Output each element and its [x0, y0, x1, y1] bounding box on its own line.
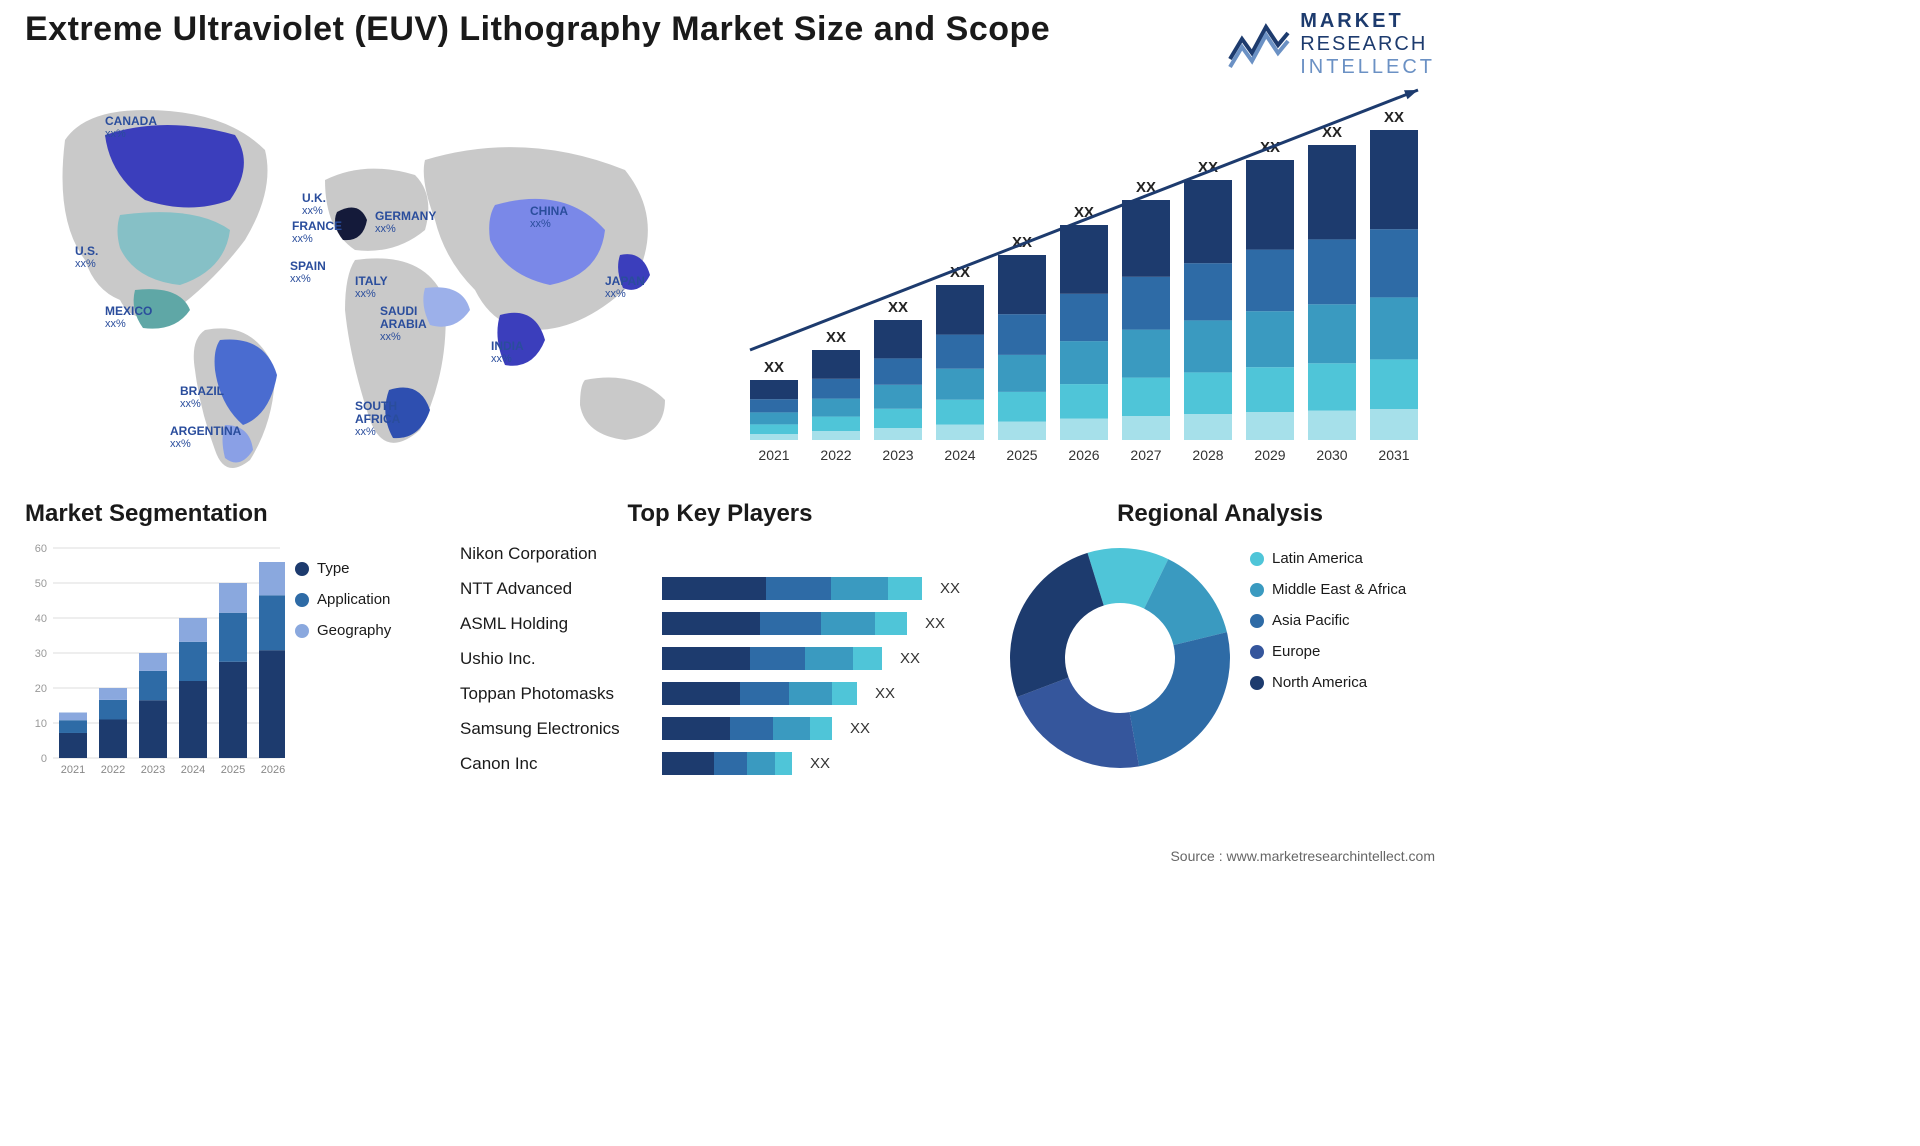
- logo-line1: MARKET: [1300, 10, 1435, 33]
- segmentation-chart: 0 10 20 30 40 50 60 2021 2022 2023 2024 2025 2026: [25, 528, 285, 788]
- svg-text:XX: XX: [888, 299, 908, 316]
- svg-text:10: 10: [35, 718, 47, 730]
- svg-text:2024: 2024: [944, 447, 975, 463]
- growth-stacked-bar-chart: XX2021XX2022XX2023XX2024XX2025XX2026XX20…: [730, 80, 1430, 480]
- player-label: NTT Advanced: [460, 579, 650, 599]
- regional-title: Regional Analysis: [1000, 500, 1440, 528]
- country-label: U.K.xx%: [302, 192, 326, 217]
- svg-text:2022: 2022: [820, 447, 851, 463]
- brand-logo: MARKET RESEARCH INTELLECT: [1228, 10, 1435, 79]
- logo-icon: [1228, 19, 1290, 71]
- svg-text:60: 60: [35, 543, 47, 555]
- legend-item: North America: [1250, 674, 1406, 691]
- player-row: Canon Inc XX: [460, 746, 980, 781]
- legend-item: Asia Pacific: [1250, 612, 1406, 629]
- player-value: XX: [925, 615, 945, 632]
- player-row: Ushio Inc. XX: [460, 641, 980, 676]
- key-players-title: Top Key Players: [460, 500, 980, 528]
- country-label: JAPANxx%: [605, 275, 645, 300]
- svg-text:2026: 2026: [1068, 447, 1099, 463]
- player-bar: [662, 752, 792, 775]
- country-label: INDIAxx%: [491, 340, 524, 365]
- segmentation-title: Market Segmentation: [25, 500, 445, 528]
- country-label: SOUTHAFRICAxx%: [355, 400, 400, 438]
- regional-panel: Regional Analysis Latin America Middle Ea…: [1000, 500, 1440, 783]
- segmentation-legend: Type Application Geography: [295, 560, 391, 653]
- logo-line2: RESEARCH: [1300, 33, 1435, 56]
- player-label: Samsung Electronics: [460, 719, 650, 739]
- svg-text:2021: 2021: [758, 447, 789, 463]
- svg-text:30: 30: [35, 648, 47, 660]
- legend-item: Type: [295, 560, 391, 577]
- svg-text:2025: 2025: [1006, 447, 1037, 463]
- svg-text:2023: 2023: [141, 764, 165, 776]
- player-label: ASML Holding: [460, 614, 650, 634]
- svg-text:2028: 2028: [1192, 447, 1223, 463]
- svg-text:2026: 2026: [261, 764, 285, 776]
- svg-text:XX: XX: [764, 359, 784, 376]
- svg-text:20: 20: [35, 683, 47, 695]
- legend-item: Geography: [295, 622, 391, 639]
- growth-chart-panel: XX2021XX2022XX2023XX2024XX2025XX2026XX20…: [730, 80, 1430, 480]
- svg-text:2021: 2021: [61, 764, 85, 776]
- page-title: Extreme Ultraviolet (EUV) Lithography Ma…: [25, 10, 1050, 49]
- player-value: XX: [900, 650, 920, 667]
- player-row: Nikon Corporation: [460, 536, 980, 571]
- legend-item: Application: [295, 591, 391, 608]
- svg-text:2027: 2027: [1130, 447, 1161, 463]
- player-label: Toppan Photomasks: [460, 684, 650, 704]
- svg-text:XX: XX: [826, 329, 846, 346]
- player-value: XX: [850, 720, 870, 737]
- country-label: CANADAxx%: [105, 115, 157, 140]
- player-bar: [662, 682, 857, 705]
- country-label: MEXICOxx%: [105, 305, 152, 330]
- regional-legend: Latin America Middle East & Africa Asia Pa…: [1250, 550, 1406, 705]
- player-row: NTT Advanced XX: [460, 571, 980, 606]
- player-value: XX: [810, 755, 830, 772]
- svg-text:2025: 2025: [221, 764, 245, 776]
- legend-item: Europe: [1250, 643, 1406, 660]
- logo-line3: INTELLECT: [1300, 56, 1435, 79]
- source-text: Source : www.marketresearchintellect.com: [1170, 848, 1435, 864]
- player-row: Samsung Electronics XX: [460, 711, 980, 746]
- legend-item: Latin America: [1250, 550, 1406, 567]
- legend-item: Middle East & Africa: [1250, 581, 1406, 598]
- player-bar: [662, 647, 882, 670]
- key-players-list: Nikon CorporationNTT AdvancedXXASML Hold…: [460, 536, 980, 781]
- country-label: ARGENTINAxx%: [170, 425, 241, 450]
- country-label: FRANCExx%: [292, 220, 342, 245]
- country-label: BRAZILxx%: [180, 385, 224, 410]
- svg-text:2022: 2022: [101, 764, 125, 776]
- player-row: Toppan Photomasks XX: [460, 676, 980, 711]
- svg-text:50: 50: [35, 578, 47, 590]
- key-players-panel: Top Key Players Nikon Corporation NTT Adv…: [460, 500, 980, 781]
- country-label: ITALYxx%: [355, 275, 388, 300]
- svg-text:2031: 2031: [1378, 447, 1409, 463]
- svg-text:2030: 2030: [1316, 447, 1347, 463]
- player-bar: [662, 612, 907, 635]
- player-label: Canon Inc: [460, 754, 650, 774]
- segmentation-panel: Market Segmentation 0 10 20 30 40 50 60 2021 202…: [25, 500, 445, 793]
- world-map-panel: CANADAxx% U.S.xx% MEXICOxx% BRAZILxx% ARGENT…: [25, 80, 705, 480]
- svg-text:2024: 2024: [181, 764, 205, 776]
- svg-text:2029: 2029: [1254, 447, 1285, 463]
- player-bar: [662, 577, 922, 600]
- player-label: Ushio Inc.: [460, 649, 650, 669]
- player-value: XX: [940, 580, 960, 597]
- country-label: GERMANYxx%: [375, 210, 436, 235]
- player-bar: [662, 717, 832, 740]
- country-label: SAUDIARABIAxx%: [380, 305, 427, 343]
- country-label: U.S.xx%: [75, 245, 98, 270]
- country-label: SPAINxx%: [290, 260, 326, 285]
- svg-text:0: 0: [41, 753, 47, 765]
- svg-text:2023: 2023: [882, 447, 913, 463]
- svg-text:40: 40: [35, 613, 47, 625]
- player-row: ASML Holding XX: [460, 606, 980, 641]
- svg-text:XX: XX: [1384, 109, 1404, 126]
- country-label: CHINAxx%: [530, 205, 568, 230]
- regional-donut-chart: [1000, 538, 1240, 778]
- player-value: XX: [875, 685, 895, 702]
- player-label: Nikon Corporation: [460, 544, 650, 564]
